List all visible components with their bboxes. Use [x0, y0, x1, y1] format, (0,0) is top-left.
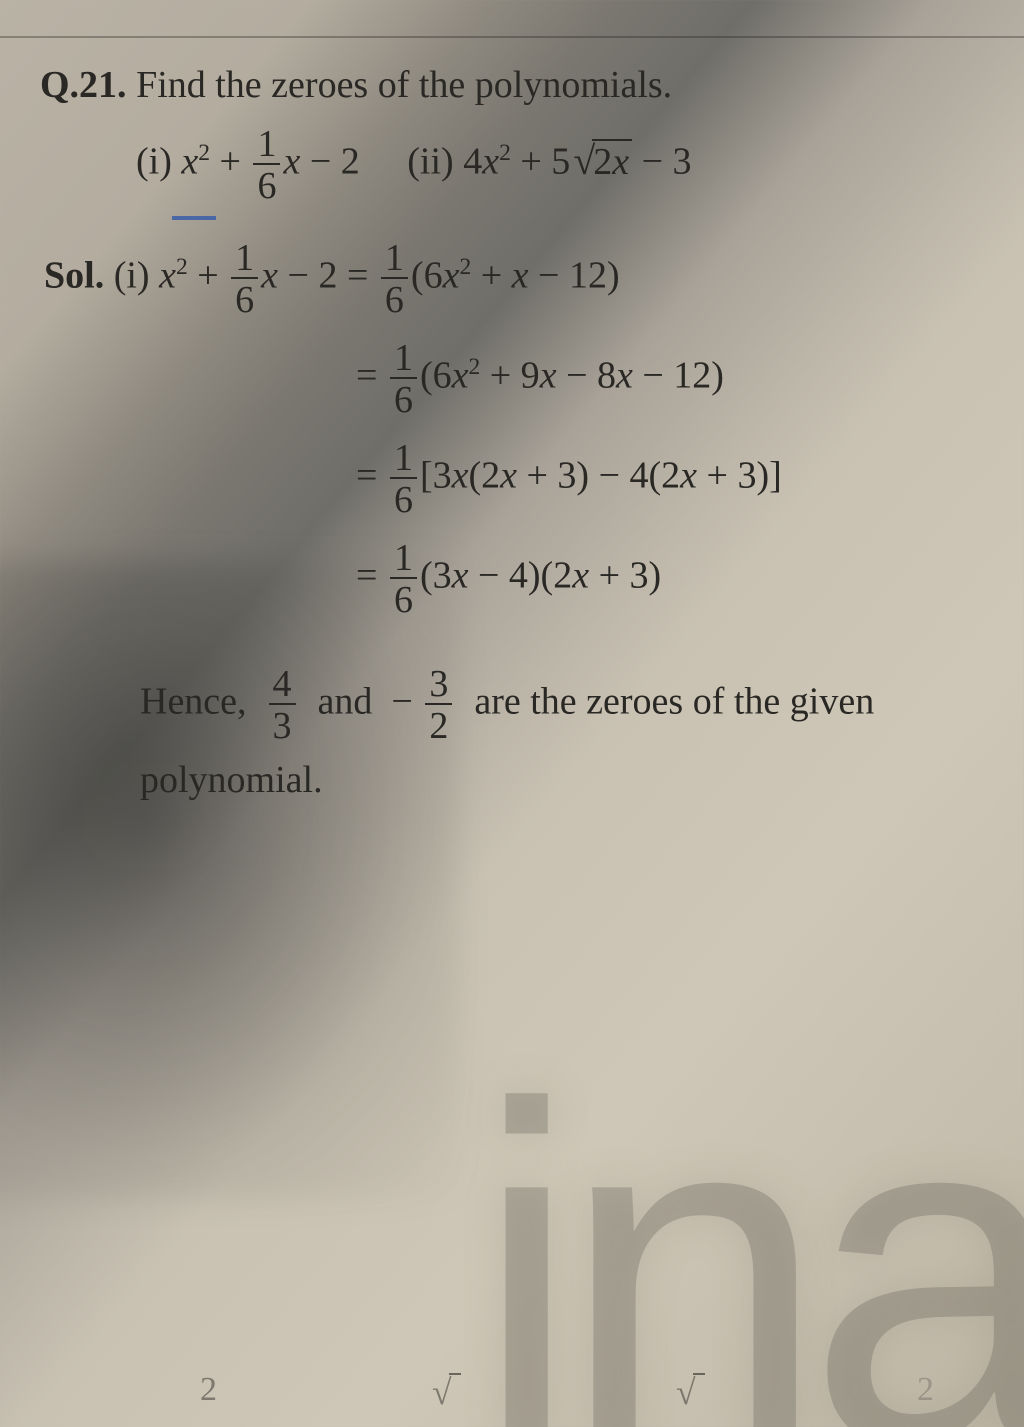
- eq-4: =: [356, 555, 377, 597]
- rhs2-rest: + 9x − 8x − 12): [480, 355, 724, 397]
- footer-marks: 2 2: [0, 1371, 1024, 1413]
- question-number: Q.21.: [40, 64, 127, 106]
- part-i-sq: 2: [198, 140, 210, 166]
- sol-label: Sol.: [44, 255, 104, 297]
- var-x-b: x: [482, 141, 499, 183]
- frac-1-6-d: 1 6: [390, 339, 417, 419]
- sol-i-label: (i): [114, 255, 150, 297]
- sol-rhs1-sq: 2: [459, 254, 471, 280]
- num-1-d: 1: [390, 339, 417, 379]
- sq-b: 2: [499, 140, 511, 166]
- plus-b: + 5: [520, 141, 570, 183]
- den-6-d: 6: [390, 379, 417, 419]
- frac-1-6-c: 1 6: [381, 239, 408, 319]
- sol-line-4: = 1 6 (3x − 4)(2x + 3): [40, 539, 994, 619]
- hence-prefix: Hence,: [140, 681, 247, 723]
- minus-2-a: − 2: [310, 141, 360, 183]
- den-3: 3: [269, 705, 296, 745]
- frac-1-6-a: 1 6: [253, 125, 280, 205]
- den-6-b: 6: [231, 279, 258, 319]
- frac-4-3: 4 3: [269, 665, 296, 745]
- num-4: 4: [269, 665, 296, 705]
- neg-sign: −: [391, 681, 412, 723]
- frac-3-2: 3 2: [425, 665, 452, 745]
- frac-1-6-b: 1 6: [231, 239, 258, 319]
- num-1-a: 1: [253, 125, 280, 165]
- part-i-var-x: x: [181, 141, 198, 183]
- rhs2-open: (6: [420, 355, 452, 397]
- part-ii-label: (ii): [407, 141, 453, 183]
- num-1-c: 1: [381, 239, 408, 279]
- footer-left: 2: [200, 1371, 217, 1413]
- den-2: 2: [425, 705, 452, 745]
- question-line: Q.21. Find the zeroes of the polynomials…: [40, 60, 994, 111]
- parts-line: (i) x2 + 1 6 x − 2 (ii) 4x2 + 52x − 3: [40, 125, 994, 205]
- part-i-label: (i): [136, 141, 172, 183]
- sol-minus2: − 2 =: [288, 255, 369, 297]
- blue-underline-i: [172, 216, 216, 220]
- footer-right: [673, 1371, 705, 1413]
- rhs4: (3x − 4)(2x + 3): [420, 555, 661, 597]
- top-rule: [0, 36, 1024, 38]
- plus-1: +: [220, 141, 241, 183]
- sqrt-2x: 2x: [570, 134, 632, 188]
- num-1-f: 1: [390, 539, 417, 579]
- num-3: 3: [425, 665, 452, 705]
- eq-2: =: [356, 355, 377, 397]
- rhs2-sq: 2: [468, 354, 480, 380]
- minus-3: − 3: [642, 141, 692, 183]
- sol-x2: x: [261, 255, 278, 297]
- frac-1-6-f: 1 6: [390, 539, 417, 619]
- and: and: [318, 681, 373, 723]
- sol-x1: x: [159, 255, 176, 297]
- num-1-e: 1: [390, 439, 417, 479]
- rhs2-x: x: [452, 355, 469, 397]
- polynomial-tail: polynomial.: [40, 755, 994, 806]
- coeff-4: 4: [463, 141, 482, 183]
- den-6-a: 6: [253, 165, 280, 205]
- hence-rest: are the zeroes of the given: [474, 681, 874, 723]
- den-6-c: 6: [381, 279, 408, 319]
- frac-1-6-e: 1 6: [390, 439, 417, 519]
- sol-line-2: = 1 6 (6x2 + 9x − 8x − 12): [40, 339, 994, 419]
- rhs3: [3x(2x + 3) − 4(2x + 3)]: [420, 455, 782, 497]
- hence-line: Hence, 4 3 and − 3 2 are the zeroes of t…: [40, 665, 994, 745]
- den-6-e: 6: [390, 479, 417, 519]
- var-x-a: x: [283, 141, 300, 183]
- question-text: Find the zeroes of the polynomials.: [136, 64, 672, 106]
- page-content: Q.21. Find the zeroes of the polynomials…: [40, 60, 994, 821]
- footer-mid: [429, 1371, 461, 1413]
- sol-line-1: Sol. (i) x2 + 1 6 x − 2 = 1 6 (6x2 + x −…: [40, 239, 994, 319]
- eq-3: =: [356, 455, 377, 497]
- den-6-f: 6: [390, 579, 417, 619]
- tail-text: polynomial.: [140, 759, 323, 801]
- sol-plus: +: [197, 255, 218, 297]
- sol-rhs1-open: (6: [411, 255, 443, 297]
- sqrt-arg-2x: 2x: [592, 139, 632, 183]
- sol-rhs1-x: x: [443, 255, 460, 297]
- num-1-b: 1: [231, 239, 258, 279]
- footer-far-right: 2: [917, 1371, 934, 1413]
- sol-sq1: 2: [176, 254, 188, 280]
- sol-line-3: = 1 6 [3x(2x + 3) − 4(2x + 3)]: [40, 439, 994, 519]
- sol-rhs1-rest: + x − 12): [471, 255, 619, 297]
